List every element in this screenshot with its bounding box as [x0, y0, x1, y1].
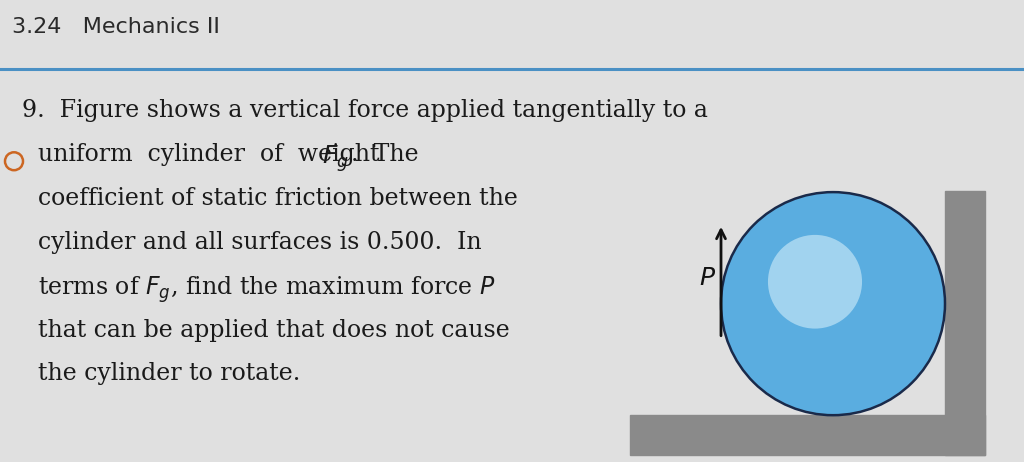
Text: that can be applied that does not cause: that can be applied that does not cause — [38, 319, 510, 341]
Text: uniform  cylinder  of  weight: uniform cylinder of weight — [38, 143, 394, 166]
Text: $\it{P}$: $\it{P}$ — [699, 267, 716, 290]
Bar — [630, 415, 985, 455]
Text: 3.24   Mechanics II: 3.24 Mechanics II — [12, 17, 220, 37]
Text: terms of $\it{F_g}$, find the maximum force $\it{P}$: terms of $\it{F_g}$, find the maximum fo… — [38, 275, 496, 305]
Bar — [945, 191, 985, 455]
Circle shape — [768, 235, 862, 328]
Text: cylinder and all surfaces is 0.500.  In: cylinder and all surfaces is 0.500. In — [38, 231, 481, 254]
Text: the cylinder to rotate.: the cylinder to rotate. — [38, 362, 300, 385]
Text: coefficient of static friction between the: coefficient of static friction between t… — [38, 187, 518, 210]
Text: $\it{F_g}$: $\it{F_g}$ — [322, 143, 349, 174]
Text: .  The: . The — [351, 143, 419, 166]
Text: 9.  Figure shows a vertical force applied tangentially to a: 9. Figure shows a vertical force applied… — [22, 99, 708, 122]
Circle shape — [721, 192, 945, 415]
